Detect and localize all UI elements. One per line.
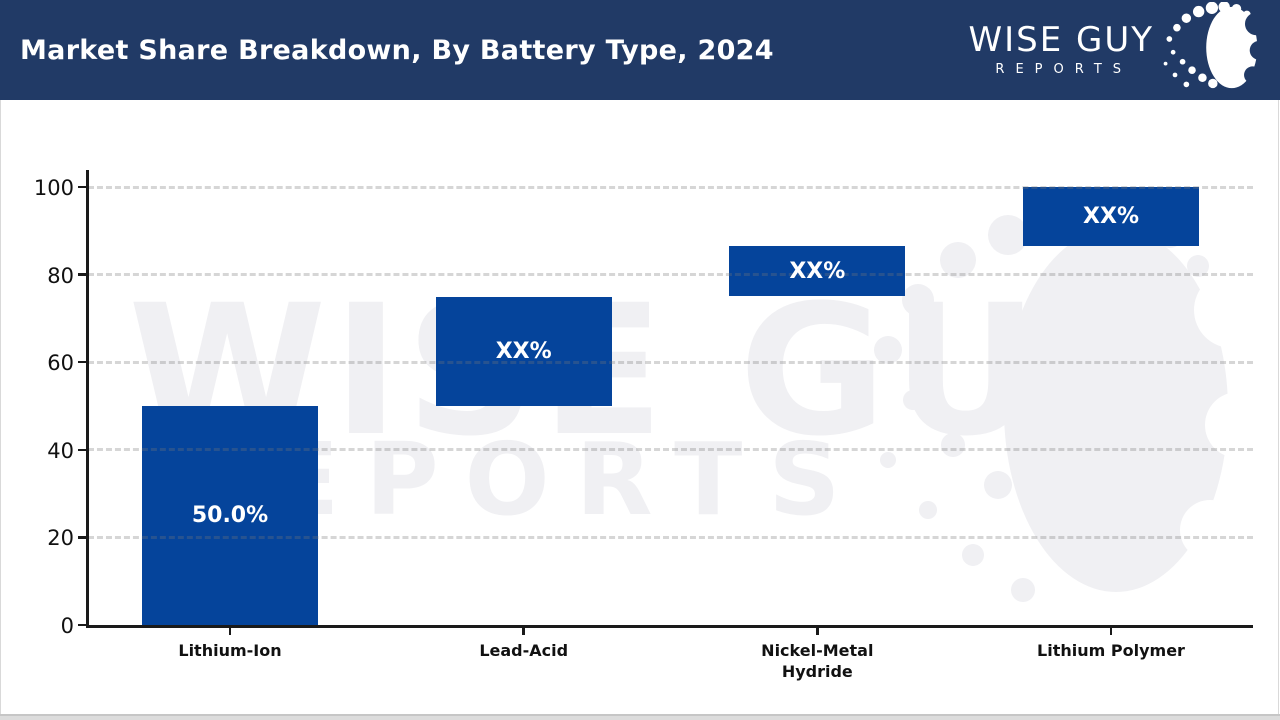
y-tick-label: 20 xyxy=(47,526,74,551)
x-tick-mark xyxy=(816,627,819,635)
x-axis-label: Lithium Polymer xyxy=(1037,641,1185,660)
logo-subtitle: REPORTS xyxy=(995,62,1133,77)
y-gridline xyxy=(88,185,1253,189)
wiseguy-logo-text: WISE GUY REPORTS xyxy=(968,23,1154,77)
x-axis-label: Lithium-Ion xyxy=(178,641,282,660)
x-tick-mark xyxy=(1109,627,1113,635)
x-axis-label: Lead-Acid xyxy=(479,641,569,660)
y-gridline xyxy=(88,360,1253,364)
logo-wordmark: WISE GUY xyxy=(968,20,1154,60)
bar-value-label: 50.0% xyxy=(191,503,269,528)
y-tick-mark xyxy=(78,360,88,364)
y-axis-spine xyxy=(86,170,89,627)
bar-segment xyxy=(142,406,318,625)
y-tick-mark xyxy=(78,536,88,539)
y-gridline xyxy=(88,535,1253,539)
y-gridline xyxy=(88,273,1253,277)
right-border xyxy=(1278,100,1279,714)
wiseguy-head-icon xyxy=(1158,1,1269,98)
y-tick-mark xyxy=(78,185,88,189)
footer-divider xyxy=(0,714,1280,716)
bar-value-label: XX% xyxy=(789,258,846,284)
wiseguy-logo: WISE GUY REPORTS xyxy=(968,1,1269,98)
y-tick-mark xyxy=(78,448,88,452)
bar-segment xyxy=(435,296,612,406)
y-gridline xyxy=(88,448,1253,452)
x-tick-mark xyxy=(228,627,232,635)
y-tick-label: 40 xyxy=(47,438,74,463)
bar-value-label: XX% xyxy=(495,338,552,364)
header-bar: Market Share Breakdown, By Battery Type,… xyxy=(0,0,1280,100)
chart-title: Market Share Breakdown, By Battery Type,… xyxy=(20,34,774,66)
y-tick-label: 0 xyxy=(60,614,74,638)
bar-segment xyxy=(1023,187,1199,247)
bar-segment xyxy=(729,246,906,297)
x-axis-label: Nickel-Metal Hydride xyxy=(761,641,874,681)
y-tick-mark xyxy=(78,273,88,276)
y-tick-label: 60 xyxy=(47,351,74,376)
y-tick-label: 100 xyxy=(33,176,74,200)
bar-value-label: XX% xyxy=(1083,204,1139,230)
x-tick-mark xyxy=(522,627,525,635)
x-axis-spine xyxy=(86,625,1253,628)
footer-bar xyxy=(0,715,1280,720)
y-tick-label: 80 xyxy=(47,263,74,288)
y-tick-mark xyxy=(78,623,88,627)
left-border xyxy=(0,100,1,714)
